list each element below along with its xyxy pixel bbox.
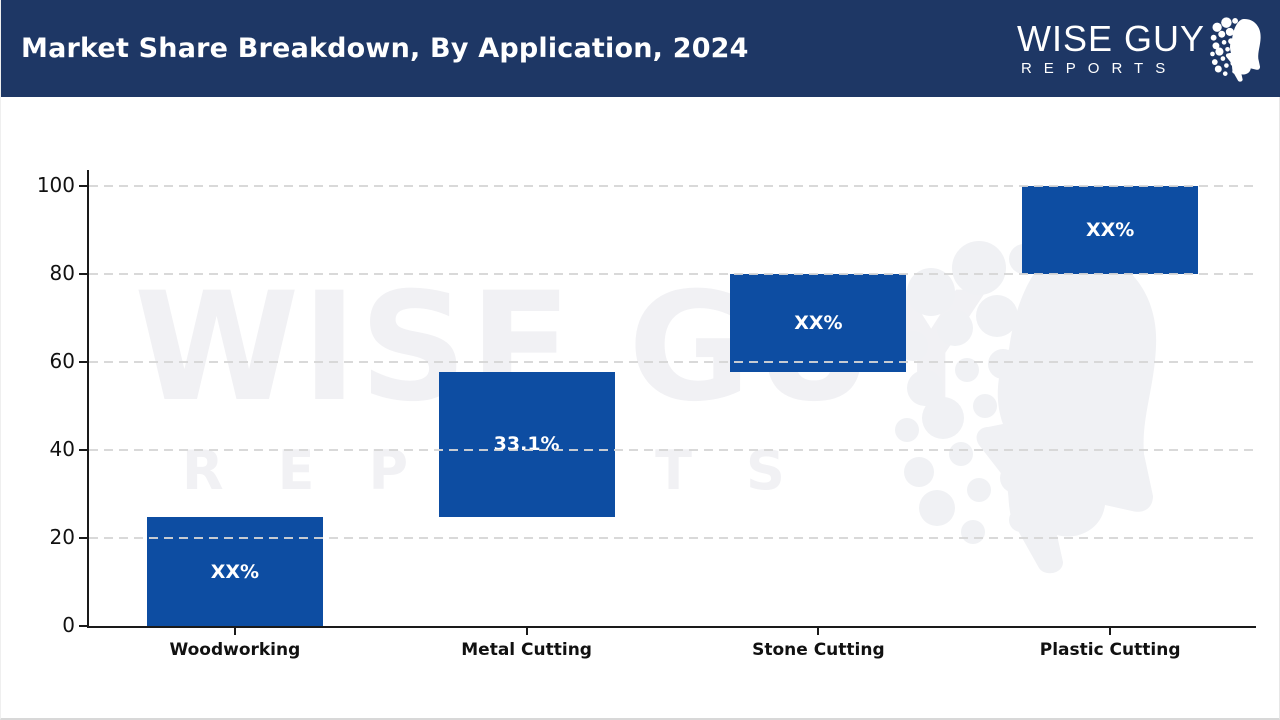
x-tick-label: Plastic Cutting [1039,640,1181,660]
y-tick-mark [79,449,87,451]
chart-area: WISE GUY REPORTS 020406080100XX%Woodwork… [1,97,1280,718]
y-tick-mark [79,625,87,627]
brand-logo: WISE GUY REPORTS [1017,0,1267,97]
header: Market Share Breakdown, By Application, … [1,0,1280,97]
gridline [89,537,1256,539]
x-tick-mark [525,628,528,635]
bar: XX% [730,273,907,372]
bar: XX% [146,517,323,626]
gridline [89,449,1256,451]
y-tick-mark [79,185,87,187]
bar: 33.1% [438,371,615,518]
brand-logo-text: WISE GUY REPORTS [1016,18,1205,77]
brand-subtitle: REPORTS [1020,60,1178,77]
x-tick-mark [817,628,820,635]
gridline [89,361,1256,363]
y-axis [87,170,89,628]
bar-value-label: XX% [210,560,260,583]
x-tick-label: Stone Cutting [752,640,885,660]
y-tick-label: 100 [36,173,75,197]
x-axis [87,626,1256,628]
x-tick-label: Metal Cutting [461,640,592,660]
brand-name: WISE GUY [1016,18,1205,59]
x-tick-label: Woodworking [169,640,301,660]
bar: XX% [1022,186,1199,274]
y-tick-label: 20 [49,525,75,549]
x-tick-mark [1109,628,1112,635]
y-tick-label: 40 [49,437,75,461]
bar-value-label: XX% [1085,218,1135,241]
x-tick-mark [233,628,236,635]
page-title: Market Share Breakdown, By Application, … [21,33,749,64]
y-tick-mark [79,361,87,363]
y-tick-label: 0 [62,613,75,637]
bar-value-label: XX% [794,311,843,334]
gridline [89,185,1256,187]
y-tick-mark [79,537,87,539]
bar-value-label: 33.1% [493,433,560,456]
y-tick-label: 60 [49,349,75,373]
y-tick-mark [79,273,87,275]
y-tick-label: 80 [49,261,75,285]
gridline [89,273,1256,275]
